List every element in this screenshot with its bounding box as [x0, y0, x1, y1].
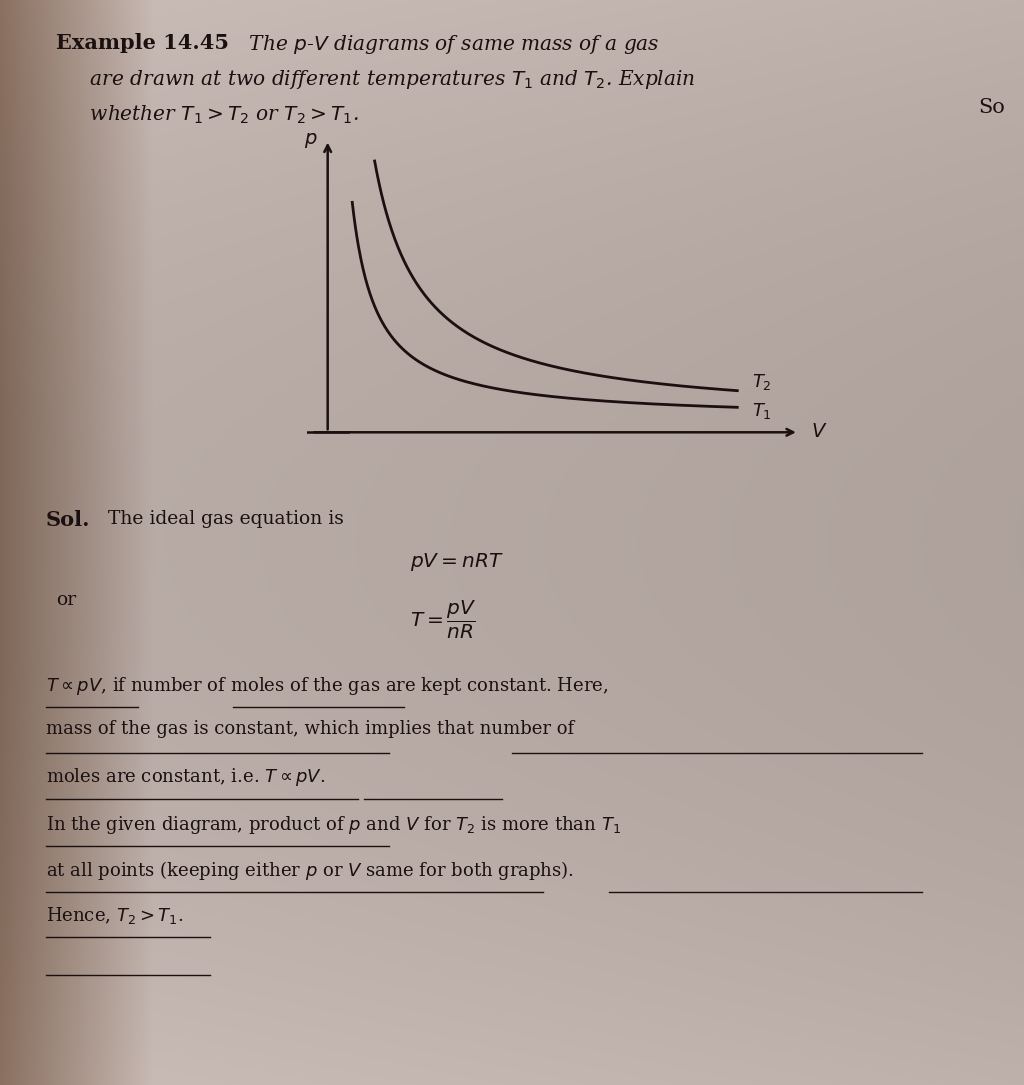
Text: In the given diagram, product of $p$ and $V$ for $T_2$ is more than $T_1$: In the given diagram, product of $p$ and… — [46, 814, 621, 835]
Text: The $p$-$V$ diagrams of same mass of a gas: The $p$-$V$ diagrams of same mass of a g… — [236, 33, 659, 55]
Text: $p$: $p$ — [304, 131, 317, 150]
Text: Sol.: Sol. — [46, 510, 90, 529]
Text: Hence, $T_2 > T_1$.: Hence, $T_2 > T_1$. — [46, 905, 183, 926]
Text: $pV = nRT$: $pV = nRT$ — [410, 551, 503, 573]
Text: are drawn at two different temperatures $T_1$ and $T_2$. Explain: are drawn at two different temperatures … — [77, 68, 695, 91]
Text: $T \propto pV$, if number of moles of the gas are kept constant. Here,: $T \propto pV$, if number of moles of th… — [46, 675, 608, 697]
Text: $T_2$: $T_2$ — [752, 372, 771, 392]
Text: whether $T_1 > T_2$ or $T_2 > T_1$.: whether $T_1 > T_2$ or $T_2 > T_1$. — [77, 104, 358, 127]
Text: or: or — [56, 591, 77, 610]
Text: $V$: $V$ — [811, 423, 827, 442]
Text: So: So — [978, 98, 1005, 117]
Text: Example 14.45: Example 14.45 — [56, 33, 229, 52]
Text: The ideal gas equation is: The ideal gas equation is — [108, 510, 343, 528]
Text: moles are constant, i.e. $T \propto pV$.: moles are constant, i.e. $T \propto pV$. — [46, 766, 326, 788]
Text: mass of the gas is constant, which implies that number of: mass of the gas is constant, which impli… — [46, 720, 574, 739]
Text: $T = \dfrac{pV}{nR}$: $T = \dfrac{pV}{nR}$ — [410, 599, 476, 641]
Text: at all points (keeping either $p$ or $V$ same for both graphs).: at all points (keeping either $p$ or $V$… — [46, 859, 574, 882]
Text: $T_1$: $T_1$ — [752, 401, 771, 421]
